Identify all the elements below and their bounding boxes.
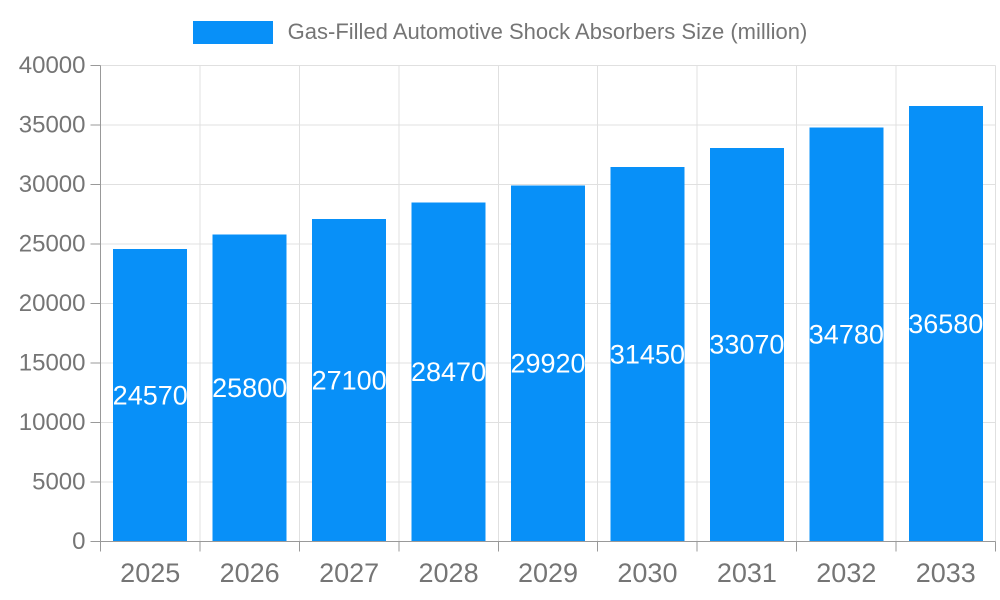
x-tick-label: 2030 — [617, 558, 677, 588]
x-tick-label: 2031 — [717, 558, 777, 588]
bar — [908, 106, 983, 542]
y-tick-label: 35000 — [19, 112, 86, 139]
x-tick-label: 2027 — [319, 558, 379, 588]
bar — [809, 127, 884, 542]
bar-value-label: 36580 — [908, 309, 983, 339]
bar-value-label: 28470 — [411, 357, 486, 387]
y-tick-label: 20000 — [19, 290, 86, 317]
bar — [709, 147, 784, 542]
bar-value-label: 31450 — [610, 339, 685, 369]
bar — [312, 219, 387, 542]
bar-value-label: 25800 — [212, 373, 287, 403]
x-tick-label: 2026 — [220, 558, 280, 588]
bar — [411, 202, 486, 542]
legend-swatch — [192, 20, 273, 44]
legend-series-label: Gas-Filled Automotive Shock Absorbers Si… — [287, 19, 808, 44]
bar-value-label: 24570 — [113, 380, 188, 410]
bar-value-label: 34780 — [809, 320, 884, 350]
bar — [610, 167, 685, 542]
y-tick-label: 30000 — [19, 171, 86, 198]
x-tick-label: 2025 — [120, 558, 180, 588]
bar-value-label: 33070 — [709, 330, 784, 360]
y-tick-label: 15000 — [19, 350, 86, 377]
x-tick-label: 2028 — [419, 558, 479, 588]
y-tick-label: 40000 — [19, 52, 86, 79]
bar-value-label: 29920 — [510, 348, 585, 378]
x-tick-label: 2032 — [816, 558, 876, 588]
y-tick-label: 10000 — [19, 409, 86, 436]
x-tick-label: 2033 — [916, 558, 976, 588]
bar — [113, 249, 188, 542]
y-tick-label: 25000 — [19, 231, 86, 258]
bar-value-label: 27100 — [312, 365, 387, 395]
y-tick-label: 0 — [72, 528, 85, 555]
x-tick-label: 2029 — [518, 558, 578, 588]
legend[interactable]: Gas-Filled Automotive Shock Absorbers Si… — [0, 19, 1000, 45]
y-tick-label: 5000 — [32, 469, 85, 496]
bar — [511, 185, 585, 542]
bar — [212, 234, 287, 542]
